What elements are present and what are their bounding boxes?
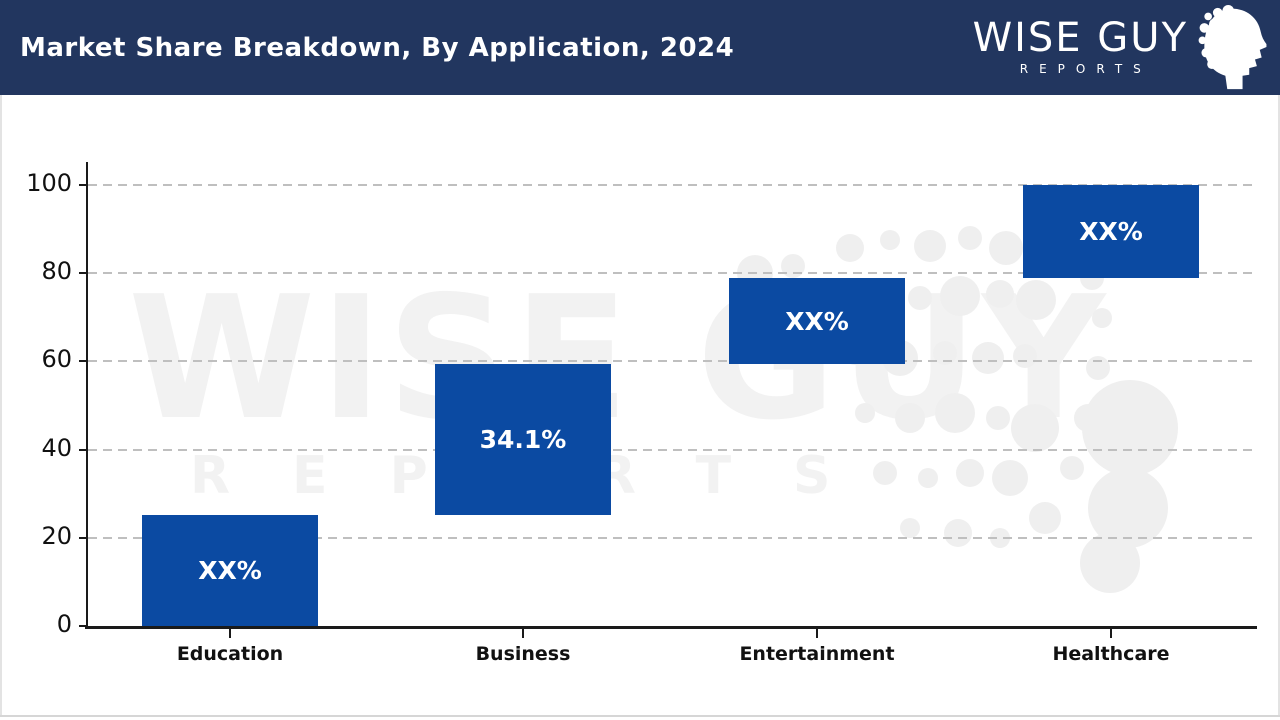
y-tick-label: 80 — [41, 257, 72, 286]
x-tick-mark — [1110, 629, 1112, 638]
x-tick-mark — [522, 629, 524, 638]
y-tick-label: 40 — [41, 433, 72, 462]
logo-wordmark: WISE GUY — [972, 15, 1188, 61]
gridline — [88, 448, 1257, 451]
figure-right-edge — [1278, 95, 1280, 717]
bar-value-label: XX% — [1079, 216, 1143, 246]
figure-bottom-edge — [0, 715, 1280, 717]
x-tick-mark — [229, 629, 231, 638]
y-tick-mark — [79, 360, 88, 363]
x-category-label: Business — [475, 643, 571, 665]
logo-subtitle: REPORTS — [1019, 62, 1152, 76]
bar-value-label: 34.1% — [479, 425, 567, 455]
bar-healthcare: XX% — [1023, 185, 1199, 278]
y-tick-mark — [79, 272, 88, 275]
y-axis-line — [86, 162, 88, 629]
y-tick-mark — [79, 625, 88, 627]
header-bar: Market Share Breakdown, By Application, … — [0, 0, 1280, 95]
logo-head-icon — [1198, 5, 1267, 90]
figure-left-edge — [0, 95, 2, 717]
gridline — [88, 184, 1257, 186]
y-tick-mark — [79, 448, 88, 451]
bar-education: XX% — [142, 514, 318, 626]
gridline — [88, 272, 1257, 275]
y-tick-label: 20 — [41, 521, 72, 550]
y-tick-mark — [79, 536, 88, 539]
chart-title: Market Share Breakdown, By Application, … — [20, 32, 735, 63]
bar-value-label: XX% — [785, 306, 849, 336]
x-category-label: Education — [176, 643, 284, 665]
bar-value-label: XX% — [198, 555, 262, 585]
x-category-label: Entertainment — [739, 643, 895, 665]
x-axis-line — [85, 626, 1257, 629]
y-tick-mark — [79, 184, 88, 186]
x-category-label: Healthcare — [1052, 643, 1170, 665]
plot-area: 0 20 40 60 80 100 XX% Education 34.1% Business XX%… — [0, 95, 1280, 720]
bar-business: 34.1% — [435, 364, 611, 515]
y-tick-label: 60 — [41, 345, 72, 374]
gridline — [88, 360, 1257, 363]
wise-guy-reports-logo: WISE GUY REPORTS — [973, 18, 1188, 75]
x-tick-mark — [816, 629, 818, 638]
gridline — [88, 536, 1257, 539]
y-tick-label: 0 — [56, 610, 72, 638]
bar-entertainment: XX% — [729, 277, 905, 365]
y-tick-label: 100 — [26, 169, 72, 197]
